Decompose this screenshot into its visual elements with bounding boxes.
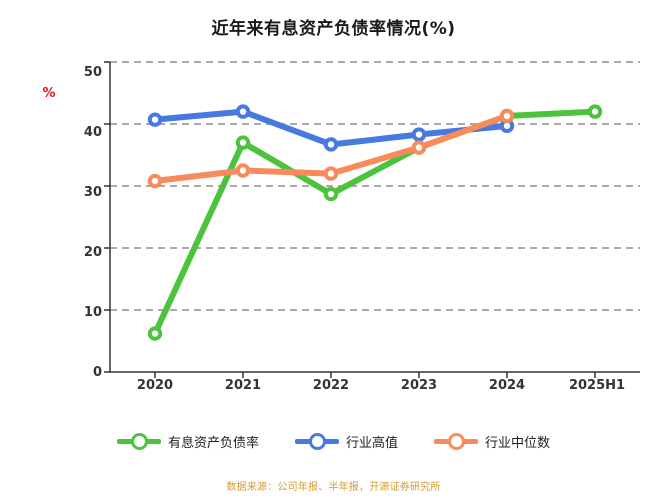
- legend-marker-icon-1: [294, 433, 339, 450]
- data-point-0-2[interactable]: [323, 186, 339, 202]
- gridlines: [104, 61, 640, 378]
- legend-item-1[interactable]: 行业高值: [294, 432, 398, 451]
- data-point-1-0[interactable]: [147, 112, 163, 127]
- data-point-2-0[interactable]: [147, 173, 163, 189]
- y-axis-labels: 50 40 30 20 10 0: [62, 62, 102, 380]
- y-axis-unit-badge: %: [42, 86, 56, 101]
- legend-label-0: 有息资产负债率: [167, 436, 259, 451]
- plot-svg: [104, 61, 640, 378]
- legend-label-1: 行业高值: [345, 436, 398, 451]
- x-tick-2022: 2022: [312, 378, 350, 393]
- legend-item-0[interactable]: 有息资产负债率: [116, 432, 259, 451]
- data-point-0-0[interactable]: [147, 326, 163, 341]
- x-tick-2021: 2021: [224, 378, 262, 393]
- data-point-1-3[interactable]: [411, 127, 427, 142]
- legend-label-2: 行业中位数: [485, 436, 551, 451]
- data-point-2-3[interactable]: [411, 140, 427, 155]
- data-point-0-1[interactable]: [235, 135, 251, 150]
- chart-legend: 有息资产负债率 行业高值 行业中位数: [0, 432, 667, 451]
- data-point-2-2[interactable]: [323, 166, 339, 181]
- y-tick-10: 10: [83, 305, 102, 320]
- series-layer: [147, 104, 603, 341]
- legend-marker-icon-2: [434, 433, 478, 450]
- x-axis-labels: 2020 2021 2022 2023 2024 2025H1: [110, 378, 640, 402]
- legend-marker-icon-0: [116, 433, 161, 450]
- legend-item-2[interactable]: 行业中位数: [434, 432, 550, 451]
- x-tick-2024: 2024: [488, 378, 526, 393]
- data-point-1-2[interactable]: [323, 137, 339, 152]
- source-note: 数据来源：公司年报、半年报，开源证券研究所: [226, 482, 441, 493]
- data-point-1-1[interactable]: [235, 104, 251, 119]
- y-tick-40: 40: [83, 125, 102, 140]
- x-tick-2023: 2023: [400, 378, 438, 393]
- y-tick-20: 20: [83, 245, 102, 260]
- plot-area: [104, 61, 640, 378]
- data-point-2-1[interactable]: [235, 163, 251, 178]
- data-point-0-5[interactable]: [587, 104, 603, 119]
- y-tick-30: 30: [83, 185, 102, 200]
- chart-title: 近年来有息资产负债率情况(%): [211, 19, 456, 39]
- series-line-0: [152, 108, 598, 337]
- y-tick-0: 0: [92, 365, 102, 380]
- data-point-2-4[interactable]: [499, 108, 515, 124]
- x-tick-2025h1: 2025H1: [568, 378, 626, 393]
- y-tick-50: 50: [83, 65, 102, 80]
- x-tick-2020: 2020: [136, 378, 174, 393]
